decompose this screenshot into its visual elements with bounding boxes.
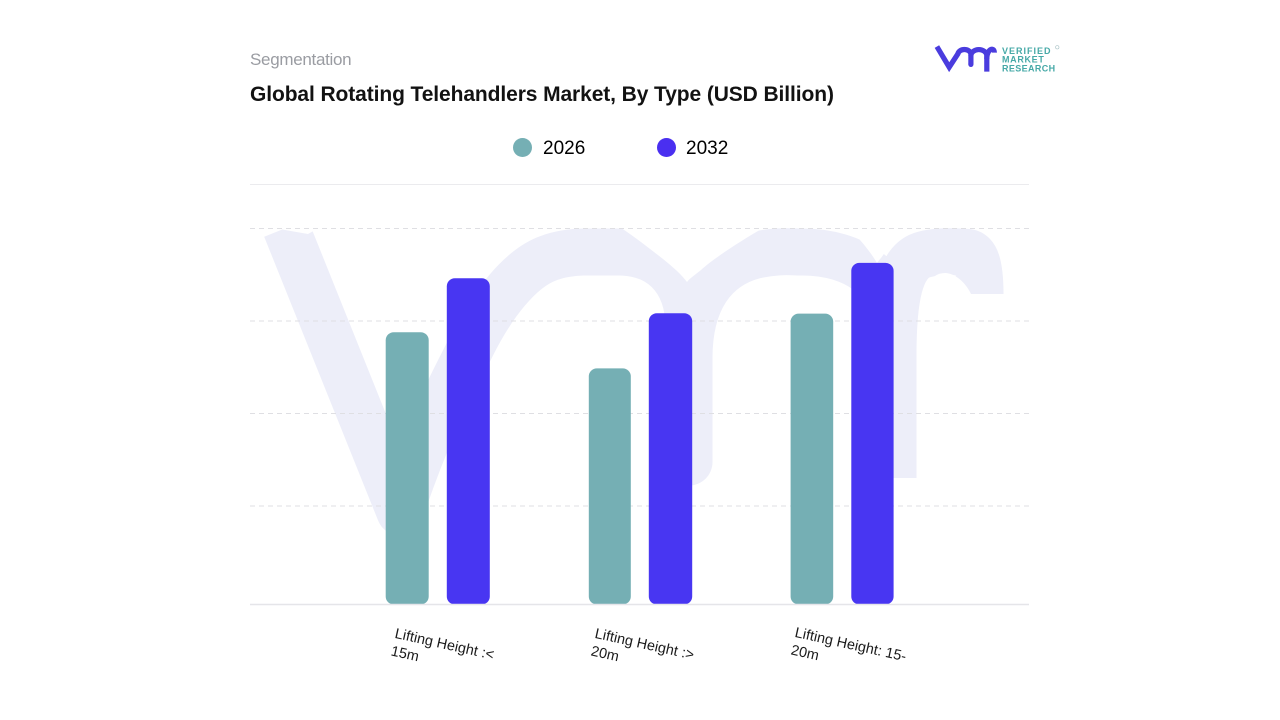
svg-text:RESEARCH: RESEARCH	[1002, 64, 1056, 74]
svg-text:VERIFIED: VERIFIED	[1002, 46, 1052, 56]
svg-text:MARKET: MARKET	[1002, 55, 1045, 65]
